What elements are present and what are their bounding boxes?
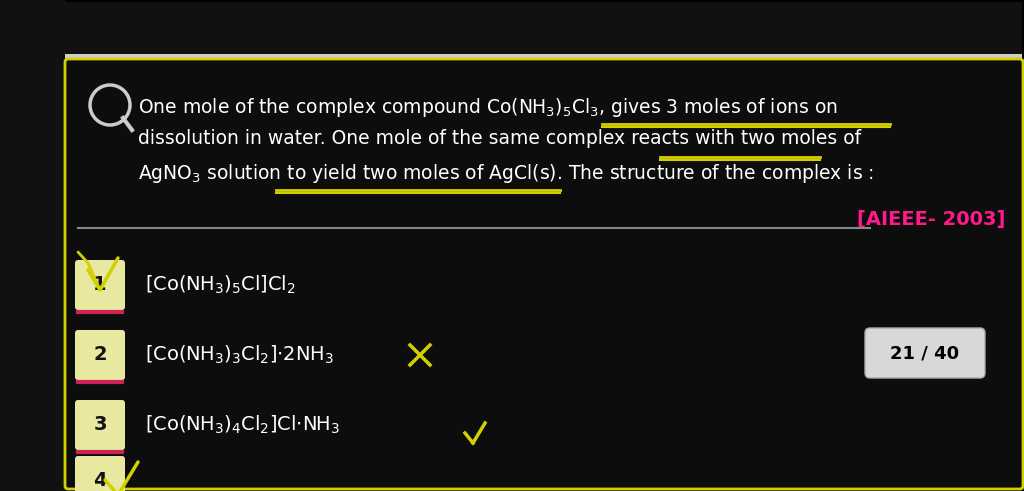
Text: 3: 3 <box>93 415 106 435</box>
Text: 21 / 40: 21 / 40 <box>891 344 959 362</box>
Text: [Co(NH$_3$)$_3$Cl$_2$]$\cdot$2NH$_3$: [Co(NH$_3$)$_3$Cl$_2$]$\cdot$2NH$_3$ <box>145 344 334 366</box>
Text: 2: 2 <box>93 346 106 364</box>
FancyBboxPatch shape <box>75 330 125 380</box>
Text: AgNO$_3$ solution to yield two moles of AgCl(s). The structure of the complex is: AgNO$_3$ solution to yield two moles of … <box>138 162 874 185</box>
Text: [Co(NH$_3$)$_4$Cl$_2$]Cl$\cdot$NH$_3$: [Co(NH$_3$)$_4$Cl$_2$]Cl$\cdot$NH$_3$ <box>145 414 340 436</box>
FancyBboxPatch shape <box>75 400 125 450</box>
FancyBboxPatch shape <box>75 456 125 491</box>
Text: One mole of the complex compound Co(NH$_3$)$_5$Cl$_3$, gives 3 moles of ions on: One mole of the complex compound Co(NH$_… <box>138 96 838 119</box>
Text: [Co(NH$_3$)$_5$Cl]Cl$_2$: [Co(NH$_3$)$_5$Cl]Cl$_2$ <box>145 274 296 296</box>
FancyBboxPatch shape <box>75 260 125 310</box>
FancyBboxPatch shape <box>865 328 985 378</box>
FancyBboxPatch shape <box>65 59 1023 489</box>
FancyBboxPatch shape <box>65 2 1022 54</box>
Text: 1: 1 <box>93 275 106 295</box>
Text: [AIEEE- 2003]: [AIEEE- 2003] <box>857 210 1005 229</box>
Bar <box>0 0 65 491</box>
Text: dissolution in water. One mole of the same complex reacts with two moles of: dissolution in water. One mole of the sa… <box>138 129 861 148</box>
Bar <box>65 54 1022 60</box>
Text: 4: 4 <box>93 471 106 491</box>
